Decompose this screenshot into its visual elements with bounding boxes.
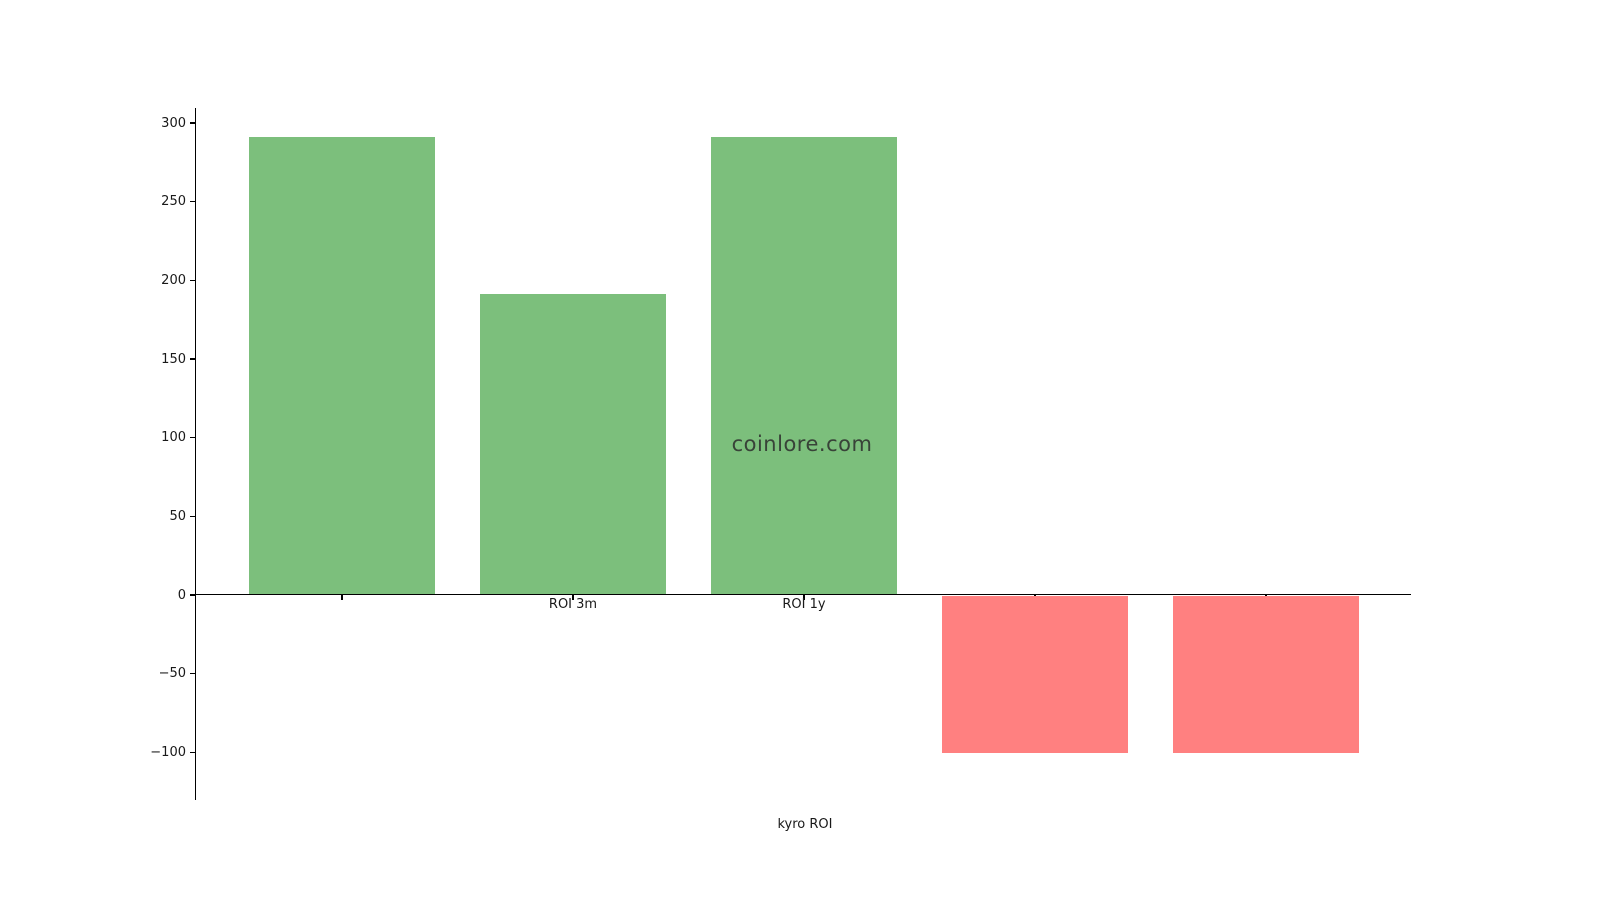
x-axis-zero-line xyxy=(196,594,1411,596)
y-tick-label: 250 xyxy=(161,194,186,210)
x-axis-title: kyro ROI xyxy=(777,817,833,832)
y-tick-label: 0 xyxy=(177,587,186,603)
y-tick-mark xyxy=(190,437,195,439)
bar xyxy=(249,137,435,595)
y-tick-label: 200 xyxy=(161,272,186,288)
x-tick-mark xyxy=(572,595,574,600)
y-tick-mark xyxy=(190,515,195,517)
y-tick-label: −100 xyxy=(150,744,186,760)
bar xyxy=(711,137,897,595)
y-tick-label: 300 xyxy=(161,115,186,131)
bar xyxy=(1173,596,1359,754)
y-tick-label: 100 xyxy=(161,430,186,446)
y-tick-mark xyxy=(190,201,195,203)
y-tick-mark xyxy=(190,594,195,596)
y-tick-label: −50 xyxy=(158,666,186,682)
x-tick-mark xyxy=(341,595,343,600)
y-tick-mark xyxy=(190,279,195,281)
x-tick-mark xyxy=(803,595,805,600)
x-tick-label: ROI 1y xyxy=(782,597,826,612)
y-tick-mark xyxy=(190,751,195,753)
watermark: coinlore.com xyxy=(731,432,873,456)
y-tick-label: 150 xyxy=(161,351,186,367)
y-axis-spine xyxy=(195,108,197,800)
y-tick-mark xyxy=(190,673,195,675)
y-tick-mark xyxy=(190,122,195,124)
x-tick-label: ROI 3m xyxy=(548,597,598,612)
y-tick-mark xyxy=(190,358,195,360)
bar xyxy=(942,596,1128,754)
bar xyxy=(480,294,666,595)
y-tick-label: 50 xyxy=(169,508,186,524)
